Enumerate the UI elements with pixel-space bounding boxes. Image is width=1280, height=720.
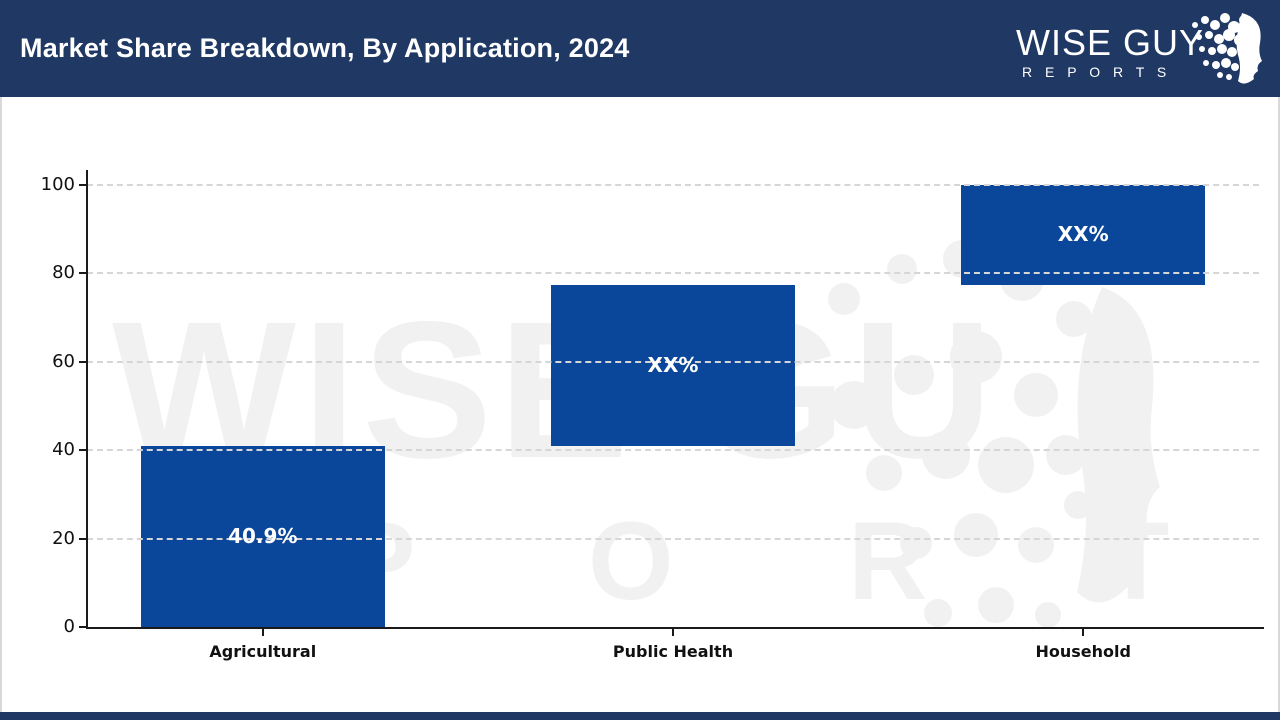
y-tick-mark-0 <box>79 626 86 628</box>
bar-value-label: XX% <box>1057 222 1109 247</box>
gridline-60 <box>87 360 1259 363</box>
y-tick-mark-100 <box>79 184 86 186</box>
bar-agricultural <box>140 446 385 627</box>
x-tick-mark-public-health <box>672 629 674 636</box>
x-axis-line <box>86 627 1264 629</box>
bar-public-health <box>551 285 795 447</box>
footer-bar <box>0 712 1280 720</box>
chart-area: WISE GU P O R T S 02040608010040.9%XX%XX… <box>0 97 1280 712</box>
logo-text-line1: WISE GUY <box>1016 22 1204 63</box>
gridline-20 <box>87 537 1259 540</box>
wise-guy-reports-logo: WISE GUY R E P O R T S <box>1014 9 1262 89</box>
y-tick-mark-20 <box>79 537 86 540</box>
gridline-100 <box>87 184 1259 186</box>
y-axis-line <box>86 170 88 629</box>
x-tick-mark-agricultural <box>261 629 264 636</box>
y-tick-mark-60 <box>79 360 86 363</box>
y-tick-mark-80 <box>79 272 86 275</box>
y-tick-label-100: 100 <box>40 174 75 195</box>
y-tick-label-60: 60 <box>52 350 75 372</box>
x-tick-label-household: Household <box>1035 642 1131 661</box>
x-tick-label-agricultural: Agricultural <box>209 642 317 661</box>
y-tick-label-20: 20 <box>52 527 75 549</box>
y-tick-label-0: 0 <box>63 616 75 637</box>
dotted-head-icon <box>1192 12 1262 84</box>
gridline-80 <box>87 272 1259 275</box>
logo-text-line2: R E P O R T S <box>1022 64 1171 80</box>
gridline-40 <box>87 449 1259 452</box>
bar-value-label: XX% <box>647 352 699 377</box>
chart-title: Market Share Breakdown, By Application, … <box>20 33 630 63</box>
y-tick-label-80: 80 <box>52 262 75 284</box>
logo-graphic: WISE GUY R E P O R T S <box>1016 12 1262 84</box>
x-tick-label-public-health: Public Health <box>612 642 734 661</box>
y-tick-mark-40 <box>79 449 86 452</box>
bar-value-label: 40.9% <box>228 523 298 548</box>
header-bar: Market Share Breakdown, By Application, … <box>0 0 1280 97</box>
x-tick-mark-household <box>1082 629 1085 636</box>
plot-region: 0 20 40 60 80 100 40.9% XX% XX% Agricultural Publi… <box>41 174 1259 661</box>
y-tick-label-40: 40 <box>52 439 75 461</box>
